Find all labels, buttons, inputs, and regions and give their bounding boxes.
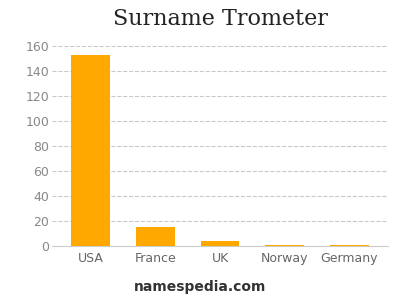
Bar	[201, 241, 239, 246]
Bar	[136, 227, 175, 246]
Bar	[330, 245, 369, 246]
Text: namespedia.com: namespedia.com	[134, 280, 266, 294]
Title: Surname Trometer: Surname Trometer	[112, 8, 328, 30]
Bar	[265, 245, 304, 246]
Bar	[71, 55, 110, 246]
